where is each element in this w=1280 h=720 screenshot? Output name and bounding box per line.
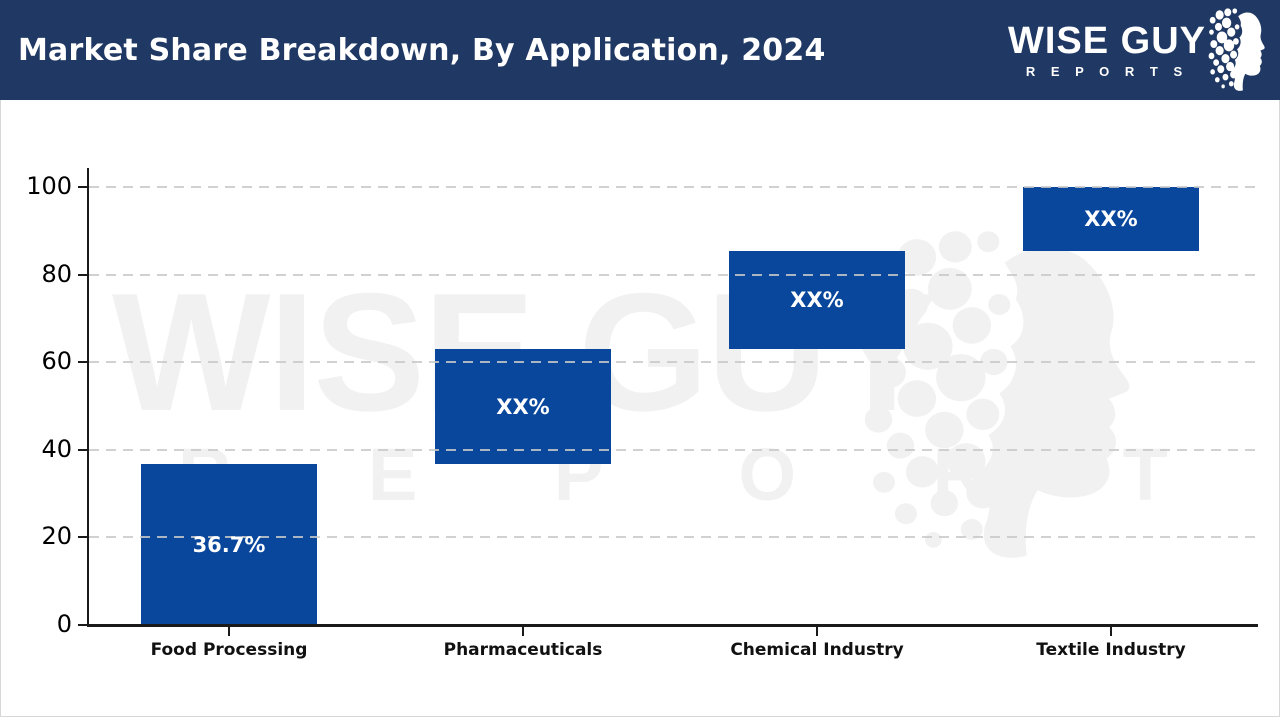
y-tick-mark-60	[78, 361, 87, 364]
x-tick-mark	[228, 627, 230, 636]
frame-left-rule	[0, 100, 1, 717]
y-tick-mark-40	[78, 448, 87, 451]
y-tick-mark-100	[78, 186, 87, 188]
brand-logo: WISE GUY R E P O R T S	[1004, 4, 1272, 96]
y-tick-label: 80	[41, 259, 72, 288]
y-tick-mark-80	[78, 273, 87, 276]
y-axis	[87, 168, 89, 627]
y-tick-label: 0	[56, 610, 72, 638]
bar-value-label: XX%	[1084, 206, 1138, 231]
x-tick-label: Chemical Industry	[730, 640, 904, 660]
gridline-100	[89, 186, 1258, 188]
bar-food-processing	[141, 464, 317, 625]
gridline-80	[89, 273, 1258, 276]
x-tick-label: Textile Industry	[1036, 640, 1186, 660]
bar-value-label: XX%	[790, 287, 844, 312]
brand-subtext: R E P O R T S	[1025, 63, 1189, 79]
bar-textile-industry	[1023, 187, 1199, 251]
gridline-20	[89, 536, 1258, 539]
brand-logo-text: WISE GUY R E P O R T S	[1008, 22, 1206, 79]
gridline-60	[89, 361, 1258, 364]
x-tick-mark	[522, 627, 524, 636]
x-tick-label: Pharmaceuticals	[443, 640, 603, 660]
y-tick-mark-20	[78, 536, 87, 539]
header-band: Market Share Breakdown, By Application, …	[0, 0, 1280, 100]
y-tick-mark-0	[78, 624, 87, 626]
bar-value-label: XX%	[496, 394, 550, 419]
x-tick-mark	[816, 627, 818, 636]
x-tick-mark	[1110, 627, 1112, 636]
y-tick-label: 100	[26, 172, 72, 200]
bar-pharmaceuticals	[435, 349, 611, 465]
y-tick-label: 20	[41, 522, 72, 551]
bar-value-label: 36.7%	[192, 532, 266, 557]
frame-bottom-rule	[0, 716, 1280, 717]
brand-wordmark: WISE GUY	[1007, 19, 1206, 62]
y-tick-label: 40	[41, 434, 72, 463]
gridline-40	[89, 448, 1258, 451]
y-tick-label: 60	[41, 347, 72, 376]
brand-head-logo-icon	[1208, 8, 1265, 91]
x-tick-label: Food Processing	[150, 640, 308, 660]
x-axis	[87, 624, 1258, 627]
page-title: Market Share Breakdown, By Application, …	[18, 32, 826, 68]
